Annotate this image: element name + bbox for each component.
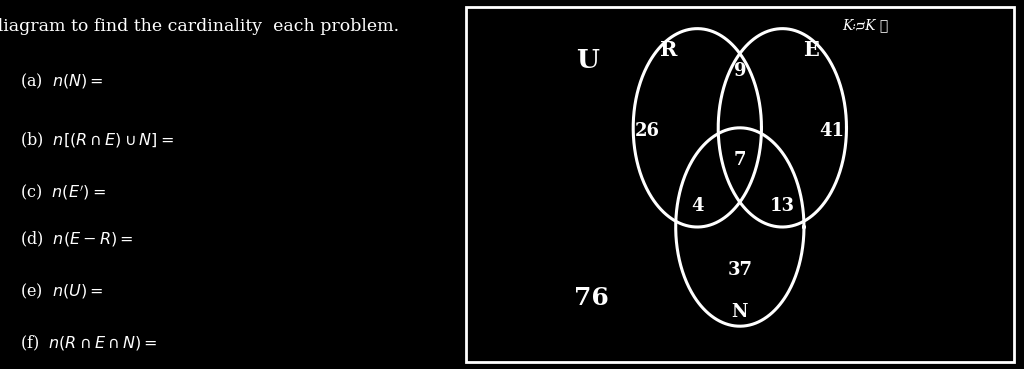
Text: 26: 26 (635, 123, 660, 140)
Text: (c)  $n(E^{\prime})=$: (c) $n(E^{\prime})=$ (20, 182, 106, 201)
Text: (b)  $n[(R \cap E) \cup N]=$: (b) $n[(R \cap E) \cup N]=$ (20, 131, 174, 150)
Text: (d)  $n(E - R)=$: (d) $n(E - R)=$ (20, 230, 134, 249)
Text: KᴞK ⓖ: KᴞK ⓖ (842, 18, 889, 32)
Text: 41: 41 (819, 123, 845, 140)
Text: 4: 4 (691, 197, 703, 215)
Text: N: N (731, 303, 749, 321)
Text: U: U (577, 48, 599, 73)
FancyBboxPatch shape (466, 7, 1014, 362)
Text: (f)  $n(R \cap E \cap N)=$: (f) $n(R \cap E \cap N)=$ (20, 334, 158, 353)
Text: 9: 9 (733, 62, 746, 80)
Text: 76: 76 (573, 286, 608, 310)
Text: 13: 13 (770, 197, 795, 215)
Text: 37: 37 (727, 261, 753, 279)
Text: (e)  $n(U)=$: (e) $n(U)=$ (20, 282, 103, 301)
Text: E: E (803, 40, 818, 60)
Text: 7: 7 (733, 151, 746, 169)
Text: Use the diagram to find the cardinality  each problem.: Use the diagram to find the cardinality … (0, 18, 398, 35)
Text: (a)  $n(N)=$: (a) $n(N)=$ (20, 72, 104, 91)
Text: R: R (660, 40, 678, 60)
